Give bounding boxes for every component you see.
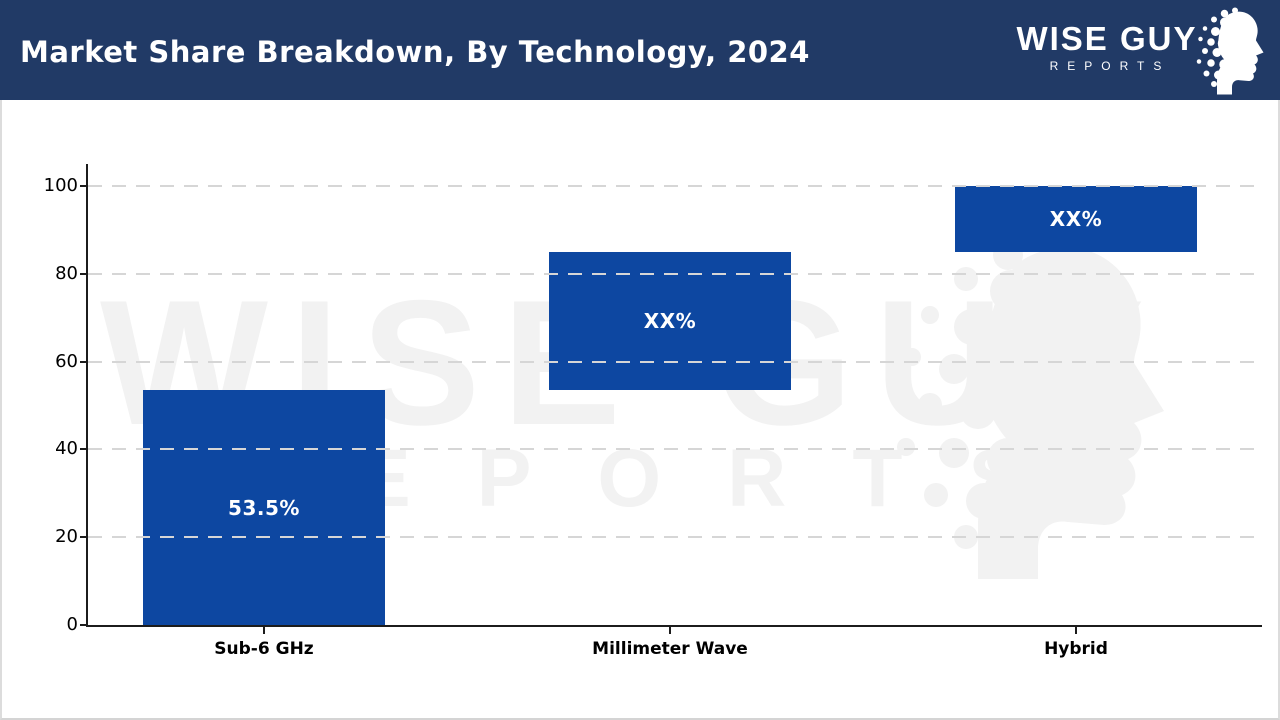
y-tick-label: 40: [55, 438, 78, 460]
x-category-label: Sub-6 GHz: [214, 639, 314, 659]
logo-face-icon: [1196, 7, 1264, 95]
x-axis-line: [86, 625, 1262, 627]
logo-wordmark-line2: REPORTS: [1049, 59, 1171, 73]
bar-label: XX%: [643, 308, 697, 333]
y-tick-mark: [80, 360, 88, 363]
chart-title: Market Share Breakdown, By Technology, 2…: [20, 35, 810, 69]
y-gridline: [88, 448, 1262, 451]
y-tick-mark: [80, 185, 88, 187]
y-tick-mark: [80, 448, 88, 451]
brand-logo: WISE GUY REPORTS: [1012, 6, 1268, 96]
bar: XX%: [549, 251, 791, 391]
x-tick-mark: [263, 627, 265, 634]
header-bar: Market Share Breakdown, By Technology, 2…: [0, 0, 1280, 100]
y-tick-mark: [80, 536, 88, 539]
bar: XX%: [955, 186, 1197, 252]
y-gridline: [88, 272, 1262, 275]
y-gridline: [88, 360, 1262, 363]
bar-label: XX%: [1049, 206, 1103, 231]
y-tick-label: 20: [55, 526, 78, 548]
x-tick-mark: [1075, 627, 1077, 634]
bar: 53.5%: [143, 390, 385, 625]
y-tick-label: 100: [43, 175, 78, 196]
y-tick-mark: [80, 272, 88, 275]
y-gridline: [88, 185, 1262, 187]
y-tick-mark: [80, 624, 88, 626]
logo-wordmark: WISE GUY REPORTS: [1012, 20, 1202, 74]
y-tick-label: 0: [66, 614, 78, 635]
y-gridline: [88, 536, 1262, 539]
y-tick-label: 80: [55, 262, 78, 284]
logo-wordmark-line1: WISE GUY: [1016, 20, 1198, 57]
x-category-label: Hybrid: [1044, 639, 1108, 659]
x-category-label: Millimeter Wave: [592, 639, 748, 659]
y-axis-line: [86, 164, 88, 627]
x-tick-mark: [669, 627, 671, 634]
y-tick-label: 60: [55, 350, 78, 372]
bar-label: 53.5%: [228, 495, 300, 520]
